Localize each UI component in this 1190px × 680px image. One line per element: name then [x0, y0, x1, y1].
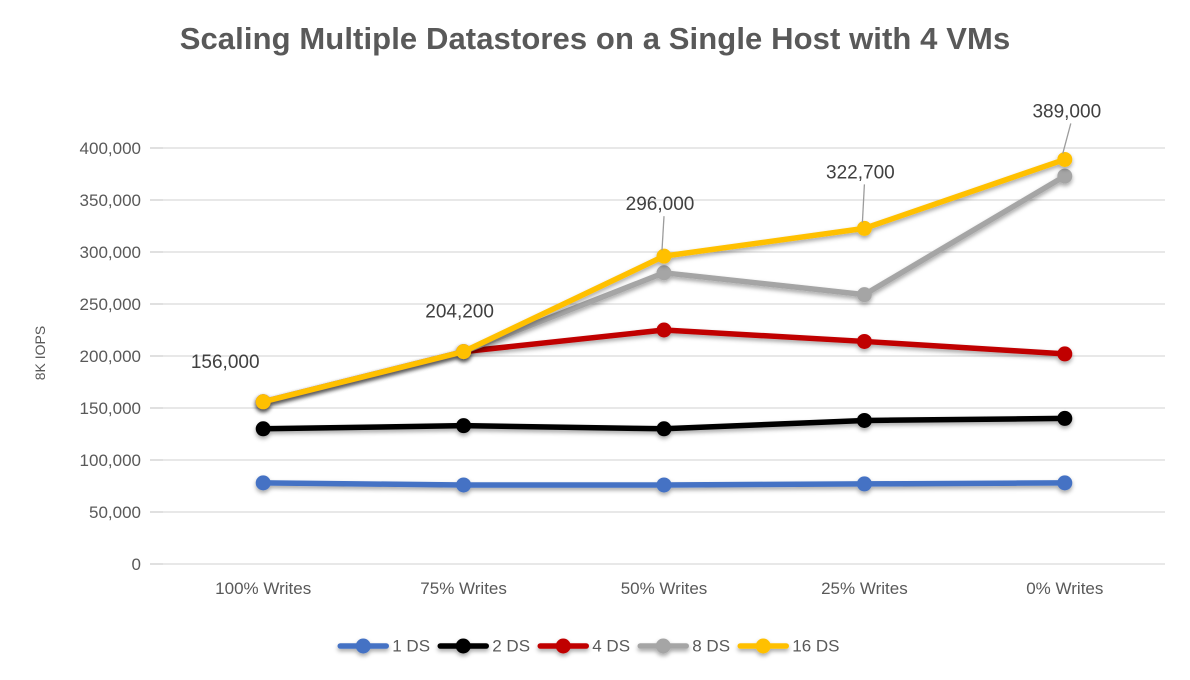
data-label-leader-line: [861, 184, 866, 223]
y-axis-tick-label: 200,000: [80, 347, 141, 366]
x-axis-tick-label: 75% Writes: [420, 579, 507, 598]
legend-label: 16 DS: [792, 636, 839, 655]
data-point-marker: [656, 477, 672, 493]
legend-label: 4 DS: [592, 636, 630, 655]
legend-label: 8 DS: [692, 636, 730, 655]
series-line: [260, 327, 1068, 405]
data-point-marker: [856, 220, 872, 236]
chart-title: Scaling Multiple Datastores on a Single …: [150, 18, 1040, 59]
y-axis-tick-label: 350,000: [80, 191, 141, 210]
series-2-ds: [255, 410, 1073, 437]
x-axis-tick-label: 50% Writes: [621, 579, 708, 598]
data-point-marker: [456, 418, 472, 434]
chart-legend: 1 DS 2 DS 4 DS 8 DS 16 DS: [337, 636, 840, 655]
data-point-marker: [456, 477, 472, 493]
y-axis-tick-label: 400,000: [80, 139, 141, 158]
y-axis-tick-label: 100,000: [80, 451, 141, 470]
legend-item-1-ds[interactable]: [337, 638, 389, 654]
y-axis-tick-label: 300,000: [80, 243, 141, 262]
x-axis-tick-labels: 100% Writes 75% Writes 50% Writes 25% Write…: [215, 579, 1103, 598]
data-point-marker: [656, 248, 672, 264]
chart-title-line-2: VMs: [946, 21, 1011, 56]
data-point-marker: [255, 394, 271, 410]
legend-item-4-ds[interactable]: [537, 638, 589, 654]
y-axis-tick-label: 150,000: [80, 399, 141, 418]
data-series: [255, 151, 1073, 493]
legend-label: 1 DS: [392, 636, 430, 655]
data-point-marker: [656, 421, 672, 437]
legend-item-16-ds[interactable]: [737, 638, 789, 654]
series-4-ds: [255, 322, 1073, 410]
data-label: 204,200: [425, 302, 494, 323]
data-point-marker: [656, 322, 672, 338]
data-point-marker: [456, 344, 472, 360]
gridlines: [150, 147, 1165, 565]
data-label: 389,000: [1032, 101, 1101, 122]
data-point-marker: [656, 265, 672, 281]
legend-item-2-ds[interactable]: [437, 638, 489, 654]
x-axis-tick-label: 0% Writes: [1026, 579, 1103, 598]
data-point-marker: [1057, 475, 1073, 491]
data-label: 156,000: [191, 352, 260, 373]
data-point-marker: [1057, 346, 1073, 362]
data-point-marker: [1057, 168, 1073, 184]
data-point-marker: [255, 421, 271, 437]
y-axis-tick-label: 250,000: [80, 295, 141, 314]
data-label: 322,700: [826, 162, 895, 183]
data-label-leader-line: [661, 216, 665, 251]
legend-swatch-marker: [755, 638, 771, 654]
data-point-marker: [1057, 410, 1073, 426]
data-point-marker: [255, 475, 271, 491]
data-point-marker: [856, 287, 872, 303]
data-point-marker: [856, 333, 872, 349]
legend-swatch-marker: [555, 638, 571, 654]
data-label-leader-line: [1062, 123, 1072, 154]
x-axis-tick-label: 100% Writes: [215, 579, 311, 598]
data-point-marker: [856, 412, 872, 428]
legend-swatch-marker: [355, 638, 371, 654]
y-axis-tick-labels: 0 50,000 100,000 150,000 200,000 250,000 300,0…: [80, 139, 141, 574]
y-axis-tick-label: 50,000: [89, 503, 141, 522]
data-point-marker: [1057, 151, 1073, 167]
data-point-marker: [856, 476, 872, 492]
legend-swatch-marker: [655, 638, 671, 654]
x-axis-tick-label: 25% Writes: [821, 579, 908, 598]
series-16-ds: [255, 151, 1073, 410]
chart-title-line-1: Scaling Multiple Datastores on a Single …: [179, 21, 938, 56]
data-labels: 156,000 204,200 296,000 322,700 389,000: [191, 101, 1101, 372]
y-axis-tick-label: 0: [132, 555, 141, 574]
legend-swatch-marker: [455, 638, 471, 654]
legend-label: 2 DS: [492, 636, 530, 655]
legend-item-8-ds[interactable]: [637, 638, 689, 654]
series-1-ds: [255, 475, 1073, 493]
data-label: 296,000: [626, 194, 695, 215]
